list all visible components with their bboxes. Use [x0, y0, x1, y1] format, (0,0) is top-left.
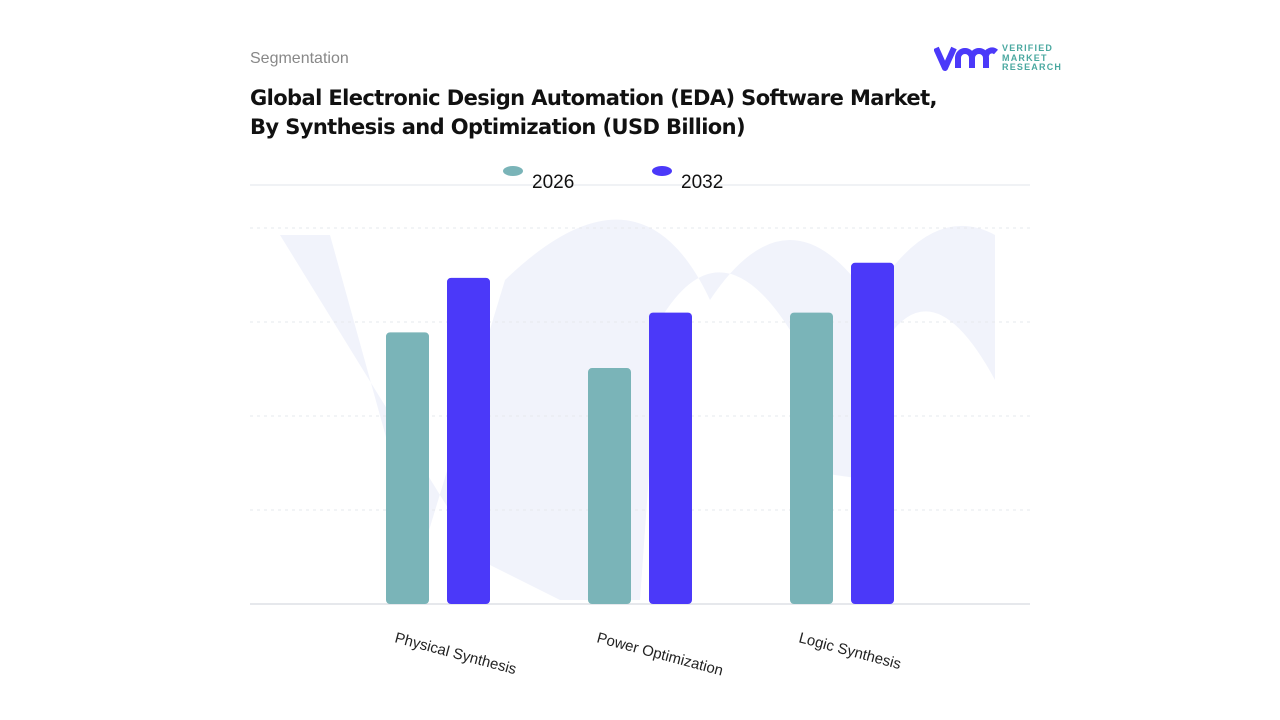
- title-line-1: Global Electronic Design Automation (EDA…: [250, 86, 937, 110]
- vmr-logo: VERIFIED MARKET RESEARCH: [934, 43, 1063, 73]
- title-line-2: By Synthesis and Optimization (USD Billi…: [250, 115, 746, 139]
- x-tick-label: Logic Synthesis: [797, 629, 903, 673]
- bar-2032-power-optimization: [649, 312, 692, 604]
- bar-2032-physical-synthesis: [447, 277, 490, 604]
- legend-swatch-2026: [503, 166, 523, 176]
- x-tick-label: Physical Synthesis: [393, 629, 518, 678]
- bar-2026-logic-synthesis: [790, 312, 833, 604]
- legend-swatch-2032: [652, 166, 672, 176]
- bar-2026-physical-synthesis: [386, 332, 429, 604]
- logo-text: VERIFIED MARKET RESEARCH: [1002, 43, 1063, 72]
- vmr-logo-mark: [934, 47, 998, 72]
- bar-2026-power-optimization: [588, 368, 631, 604]
- legend-label-2026: 2026: [532, 172, 574, 193]
- bar-2032-logic-synthesis: [851, 262, 894, 604]
- x-tick-label: Power Optimization: [595, 629, 725, 679]
- chart-title: Global Electronic Design Automation (EDA…: [250, 84, 937, 142]
- legend-label-2032: 2032: [681, 172, 723, 193]
- segment-label: Segmentation: [250, 50, 349, 67]
